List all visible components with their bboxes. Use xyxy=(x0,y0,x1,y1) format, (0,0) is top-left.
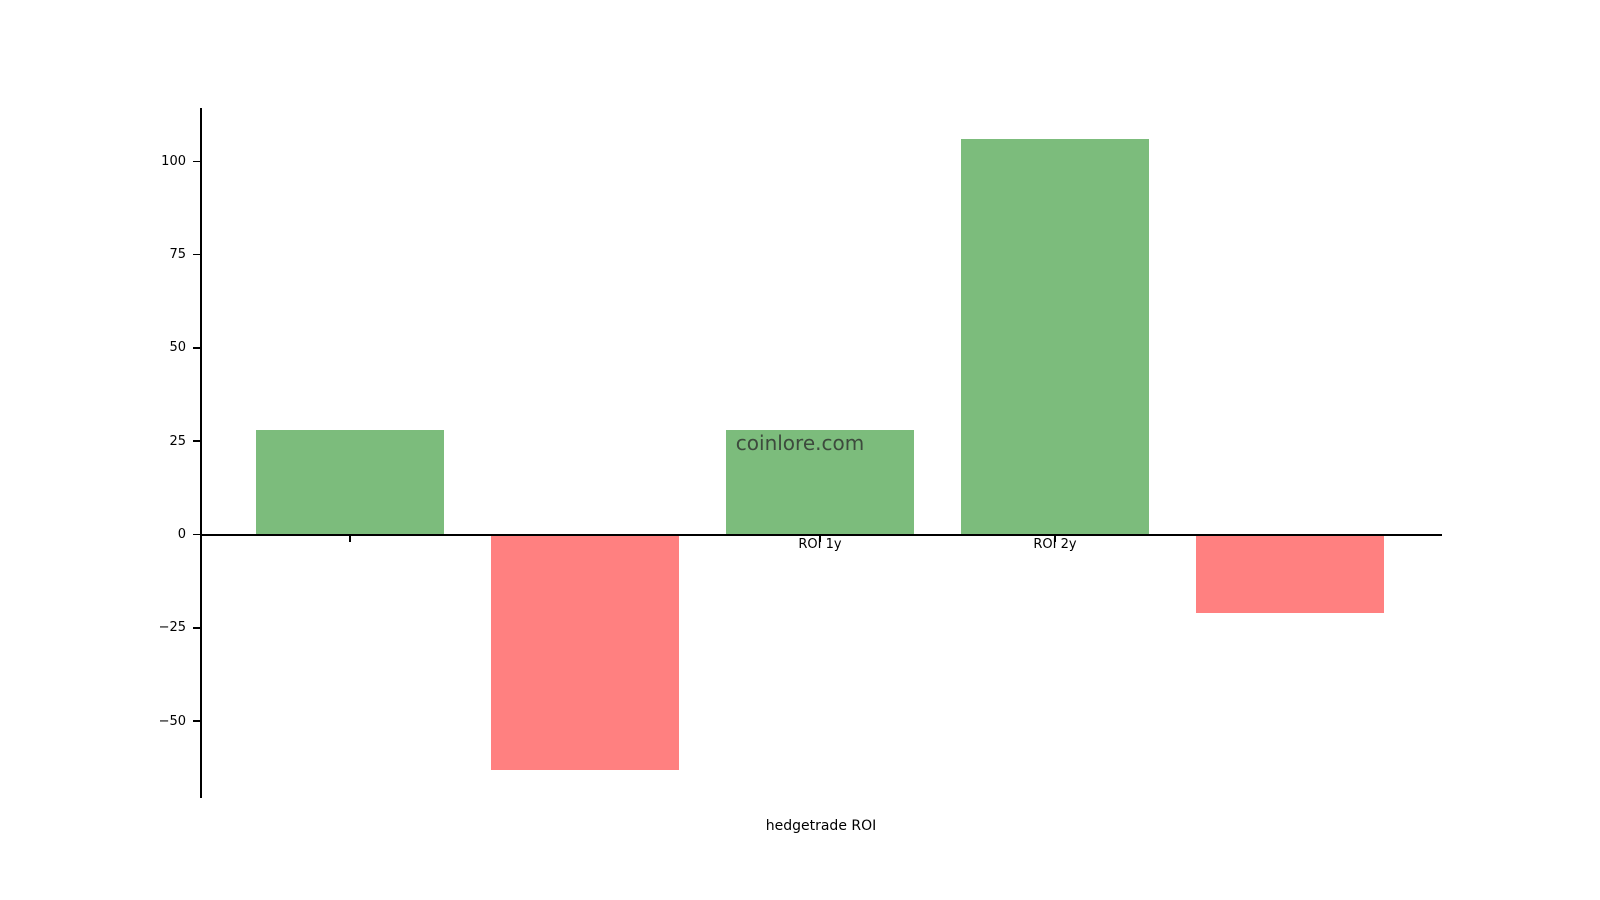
x-axis-tick xyxy=(1054,534,1056,542)
y-axis-tick-label: 100 xyxy=(161,153,186,169)
bar-positive xyxy=(256,430,444,535)
y-axis-tick xyxy=(193,533,200,536)
y-axis-tick xyxy=(193,160,200,163)
y-axis-tick-label: 25 xyxy=(169,433,186,449)
y-axis-line xyxy=(200,108,202,798)
y-axis-tick-label: 0 xyxy=(177,527,186,543)
x-axis-zero-line xyxy=(200,534,1442,536)
chart-title: hedgetrade ROI xyxy=(765,818,877,834)
y-axis-tick-label: 75 xyxy=(169,247,186,263)
y-axis-tick xyxy=(193,347,200,349)
bar-positive xyxy=(961,138,1149,535)
bar-negative xyxy=(491,534,679,770)
x-axis-tick xyxy=(819,534,821,542)
bar-negative xyxy=(1196,534,1384,613)
x-axis-tick-label: ROI 1y xyxy=(798,536,842,552)
y-axis-tick-label: 50 xyxy=(169,340,186,356)
watermark-text: coinlore.com xyxy=(735,431,865,455)
x-axis-tick xyxy=(349,534,351,542)
y-axis-tick xyxy=(193,440,200,442)
bar-positive xyxy=(726,430,914,535)
x-axis-tick-label: ROI 2y xyxy=(1033,536,1077,552)
y-axis-tick xyxy=(193,253,200,256)
y-axis-tick xyxy=(193,627,200,629)
y-axis-tick-label: −50 xyxy=(158,713,186,729)
y-axis-tick-label: −25 xyxy=(158,620,186,636)
y-axis-tick xyxy=(193,720,200,722)
